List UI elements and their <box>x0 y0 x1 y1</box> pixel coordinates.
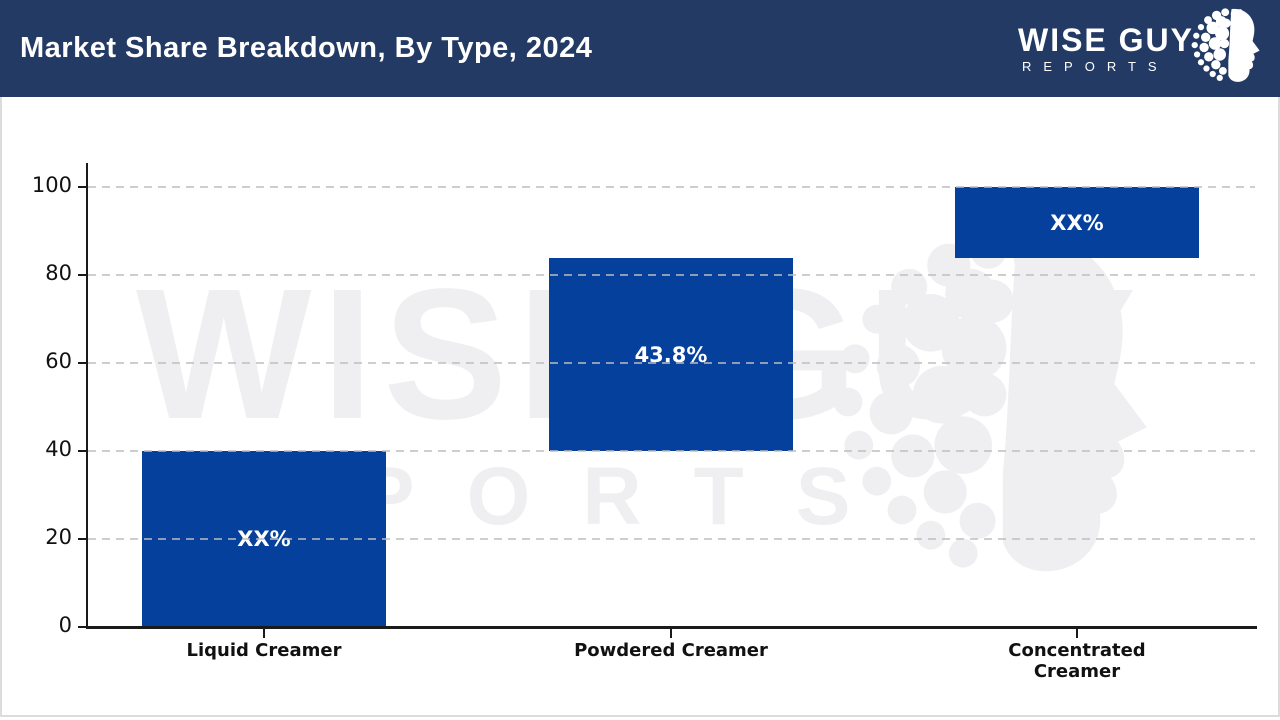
y-tick-mark-100 <box>78 186 87 188</box>
logo-wordmark: WISE GUY REPORTS <box>1018 24 1194 74</box>
page-title: Market Share Breakdown, By Type, 2024 <box>20 32 593 64</box>
head-dots-icon <box>1191 7 1260 82</box>
x-axis-line <box>86 626 1257 629</box>
y-tick-mark-20 <box>78 538 87 540</box>
y-tick-label-40: 40 <box>45 437 72 461</box>
x-category-label-1: Powdered Creamer <box>574 640 768 661</box>
y-tick-label-100: 100 <box>31 173 72 197</box>
bar-value-label-2: XX% <box>1050 210 1104 235</box>
wise-guy-reports-logo: WISE GUY REPORTS <box>1018 6 1266 92</box>
gridline-20 <box>88 538 1255 540</box>
x-category-label-0: Liquid Creamer <box>186 640 342 661</box>
y-tick-mark-60 <box>78 362 87 364</box>
gridline-80 <box>88 274 1255 276</box>
bar-2: XX% <box>955 187 1199 259</box>
y-tick-mark-80 <box>78 274 87 276</box>
header-bar: Market Share Breakdown, By Type, 2024 WI… <box>0 0 1280 97</box>
y-tick-label-20: 20 <box>45 525 72 549</box>
logo-wordmark-line1: WISE GUY <box>1017 21 1194 58</box>
y-tick-label-80: 80 <box>45 261 72 285</box>
y-axis-line <box>86 163 88 629</box>
gridline-60 <box>88 362 1255 364</box>
gridline-100 <box>88 186 1255 188</box>
x-category-label-2: Concentrated Creamer <box>1008 640 1146 682</box>
y-tick-mark-40 <box>78 450 87 452</box>
y-tick-label-60: 60 <box>45 349 72 373</box>
y-tick-label-0: 0 <box>58 613 72 637</box>
x-tick-mark-2 <box>1076 629 1078 638</box>
gridline-40 <box>88 450 1255 452</box>
x-tick-mark-1 <box>670 629 672 638</box>
bar-1: 43.8% <box>549 258 793 451</box>
logo-wordmark-line2: REPORTS <box>1021 58 1169 74</box>
x-tick-mark-0 <box>263 629 265 638</box>
y-tick-mark-0 <box>78 626 87 628</box>
